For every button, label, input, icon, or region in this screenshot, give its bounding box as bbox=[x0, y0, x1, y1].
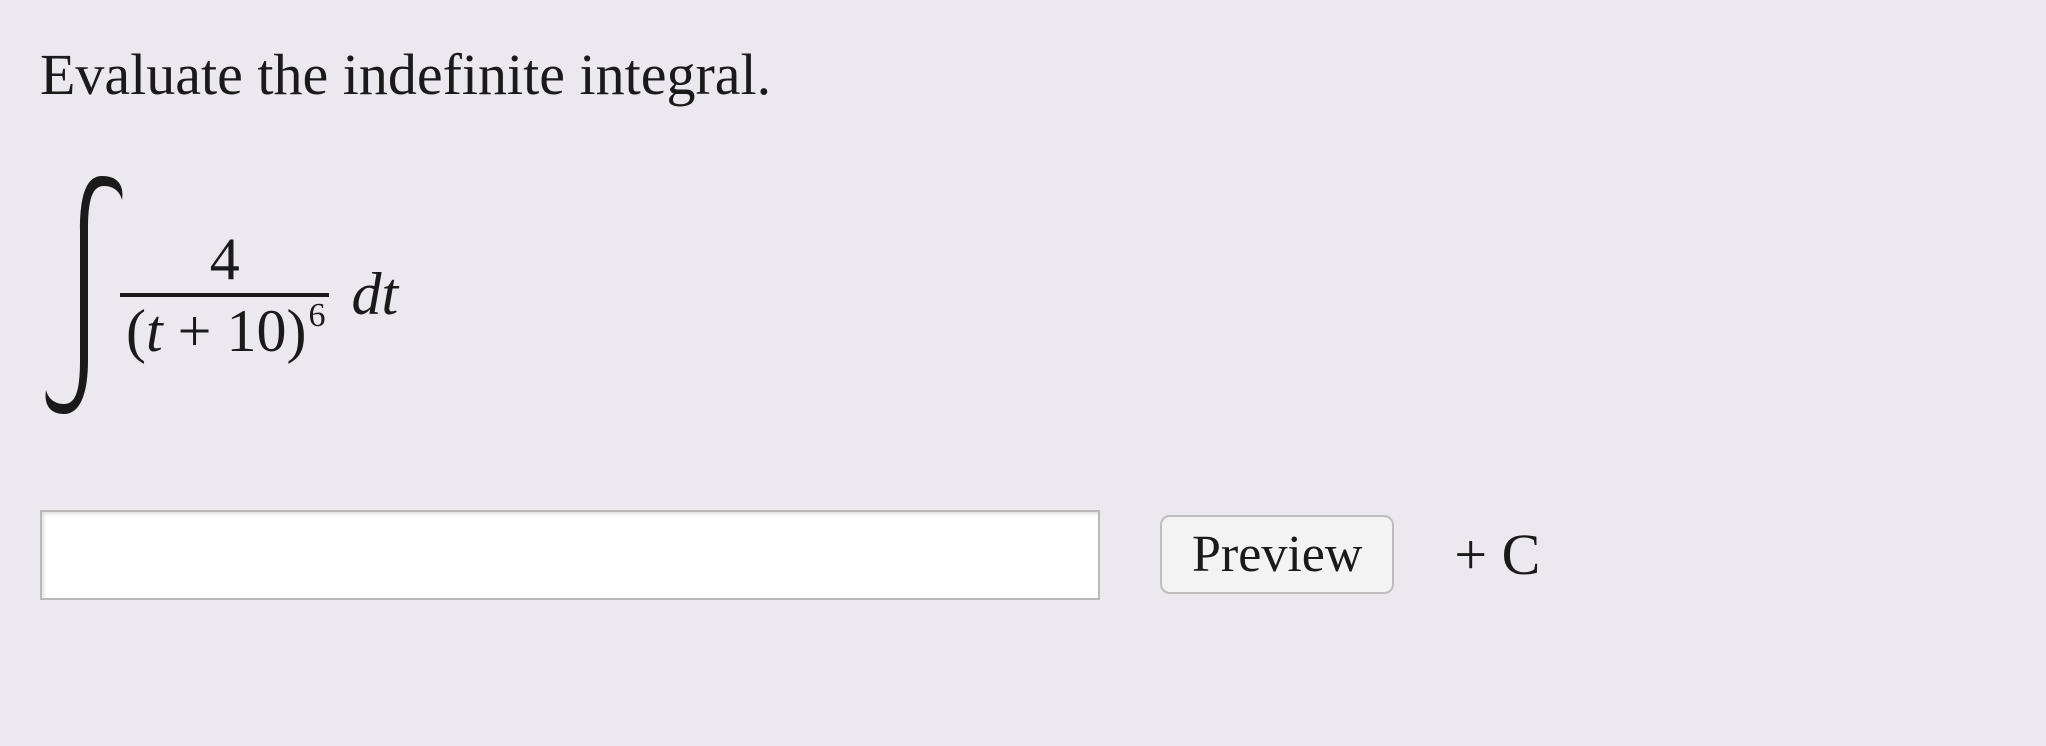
den-rest: + 10) bbox=[163, 298, 307, 364]
fraction-denominator: (t + 10)6 bbox=[120, 297, 329, 361]
den-exponent: 6 bbox=[308, 297, 325, 334]
den-open: ( bbox=[126, 298, 146, 364]
answer-input[interactable] bbox=[40, 510, 1100, 600]
integrand-fraction: 4 (t + 10)6 bbox=[120, 229, 329, 361]
fraction-numerator: 4 bbox=[204, 229, 246, 293]
den-variable: t bbox=[146, 298, 163, 364]
answer-row: Preview + C bbox=[40, 510, 2006, 600]
question-prompt: Evaluate the indefinite integral. bbox=[40, 40, 2006, 110]
integral-expression: 4 (t + 10)6 dt bbox=[40, 170, 2006, 420]
constant-of-integration: + C bbox=[1454, 521, 1540, 588]
differential: dt bbox=[351, 260, 398, 329]
preview-button[interactable]: Preview bbox=[1160, 515, 1394, 594]
integral-symbol bbox=[40, 170, 130, 420]
